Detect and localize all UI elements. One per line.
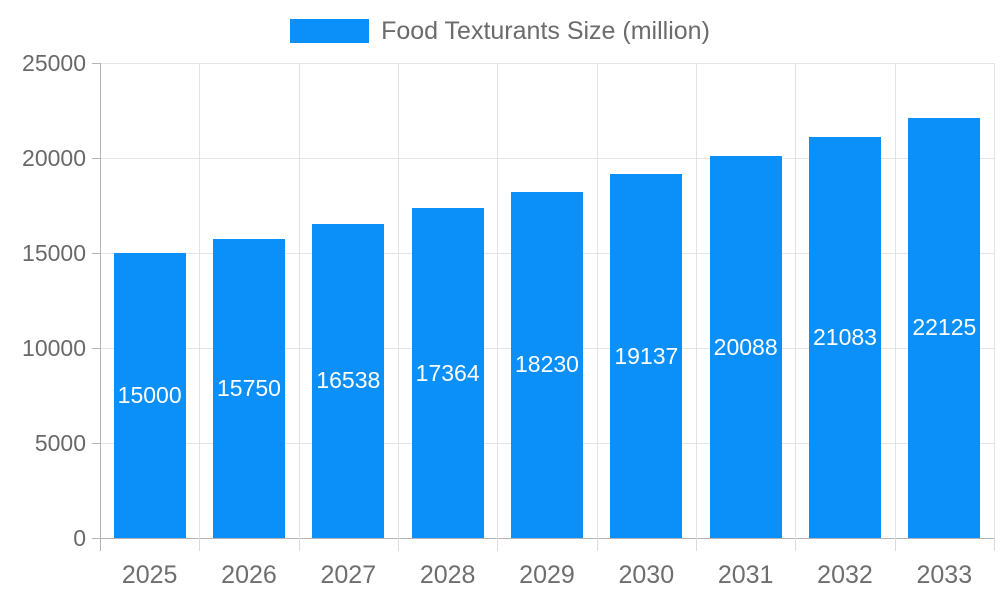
gridline	[398, 63, 399, 538]
x-tick-label: 2029	[519, 561, 575, 589]
legend-label: Food Texturants Size (million)	[381, 16, 710, 45]
x-tick-label: 2028	[419, 561, 476, 589]
x-tick	[298, 538, 300, 551]
y-tick	[92, 348, 100, 349]
bar-value-label: 22125	[912, 314, 977, 341]
x-tick-label: 2026	[221, 561, 277, 589]
bar-value-label: 18230	[515, 351, 579, 378]
bar-2033[interactable]: 22125	[908, 117, 981, 538]
bar-value-label: 21083	[813, 324, 877, 351]
y-tick	[92, 443, 100, 444]
y-tick-label: 20000	[22, 145, 86, 171]
x-tick	[795, 538, 797, 551]
bar-value-label: 17364	[415, 359, 480, 386]
gridline	[298, 63, 300, 538]
x-tick-label: 2033	[916, 561, 973, 589]
x-tick	[497, 538, 499, 551]
bar-value-label: 16538	[316, 367, 381, 394]
bar-2025[interactable]: 15000	[113, 253, 186, 538]
gridline	[696, 63, 697, 538]
x-tick	[696, 538, 697, 551]
bar-2031[interactable]: 20088	[709, 156, 782, 538]
gridline	[894, 63, 896, 538]
x-tick	[596, 538, 598, 551]
bar-2029[interactable]: 18230	[511, 191, 583, 538]
x-tick-label: 2027	[320, 561, 377, 589]
y-tick-label: 10000	[22, 335, 86, 361]
gridline	[100, 63, 994, 64]
x-tick	[398, 538, 399, 551]
y-tick-label: 5000	[34, 430, 86, 456]
y-tick	[92, 63, 100, 64]
x-tick-label: 2030	[618, 561, 675, 589]
x-tick	[199, 538, 201, 551]
x-tick-label: 2025	[121, 561, 178, 589]
gridline	[497, 63, 499, 538]
plot-area: 15000 15750 16538 17364 18230 19137 20088 21083…	[100, 63, 995, 538]
gridline	[596, 63, 598, 538]
legend-swatch-icon	[290, 19, 370, 43]
x-tick-label: 2032	[817, 561, 873, 589]
bar-2030[interactable]: 19137	[610, 174, 683, 538]
x-axis-line	[93, 538, 994, 539]
y-tick	[92, 253, 100, 254]
x-tick-label: 2031	[717, 561, 774, 589]
y-tick	[92, 158, 100, 159]
y-axis-line	[100, 63, 101, 551]
legend[interactable]: Food Texturants Size (million)	[0, 16, 1000, 46]
bar-2032[interactable]: 21083	[809, 137, 881, 538]
x-tick	[994, 538, 995, 551]
y-tick-label: 15000	[22, 240, 86, 266]
gridline	[795, 63, 797, 538]
gridline	[100, 158, 994, 159]
y-tick-label: 25000	[22, 50, 86, 76]
gridline	[199, 63, 201, 538]
y-tick-label: 0	[73, 525, 86, 551]
gridline	[994, 63, 995, 538]
x-tick	[894, 538, 896, 551]
bar-2027[interactable]: 16538	[312, 223, 385, 538]
bar-2028[interactable]: 17364	[411, 208, 484, 538]
y-tick	[92, 538, 100, 539]
bar-value-label: 20088	[713, 333, 778, 360]
bar-2026[interactable]: 15750	[213, 238, 285, 538]
bar-value-label: 15000	[117, 382, 182, 408]
bar-value-label: 15750	[217, 374, 281, 401]
bar-value-label: 19137	[614, 342, 679, 369]
